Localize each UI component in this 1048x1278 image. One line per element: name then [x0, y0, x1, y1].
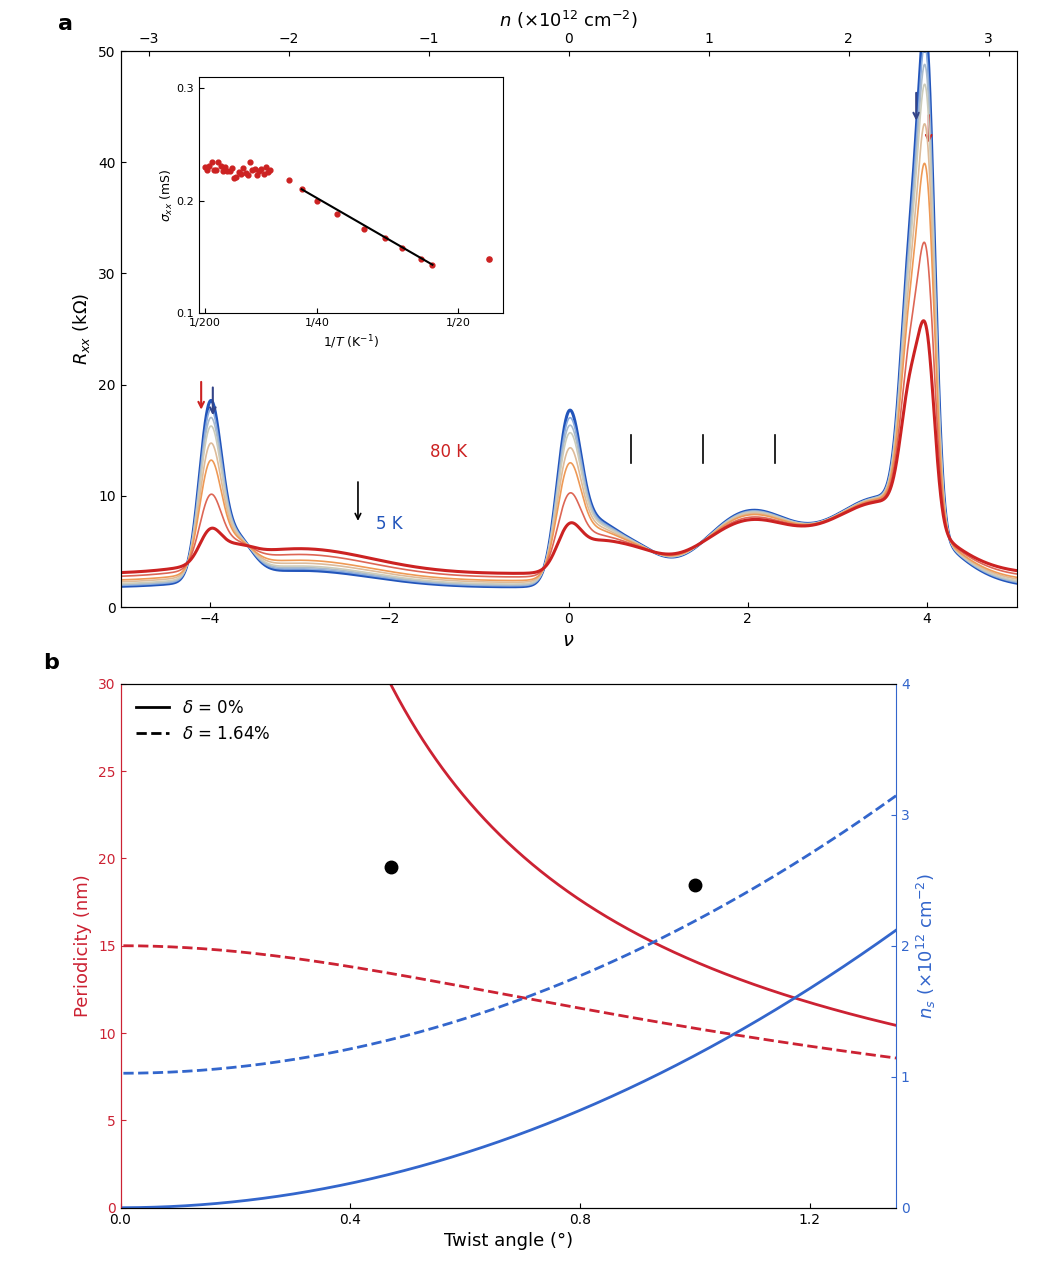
- Point: [293, 179, 310, 199]
- Point: [481, 249, 498, 270]
- Point: [242, 152, 259, 173]
- Point: [223, 157, 240, 178]
- Point: [244, 160, 261, 180]
- X-axis label: $\nu$: $\nu$: [563, 631, 574, 651]
- Point: [231, 161, 247, 181]
- Point: [239, 165, 256, 185]
- Point: [219, 161, 236, 181]
- Point: [248, 165, 265, 185]
- Legend: $\delta$ = 0%, $\delta$ = 1.64%: $\delta$ = 0%, $\delta$ = 1.64%: [129, 693, 278, 750]
- Point: [544, 266, 561, 286]
- Text: a: a: [58, 14, 72, 35]
- Point: [215, 161, 232, 181]
- Point: [208, 160, 224, 180]
- Point: [212, 156, 228, 176]
- Point: [246, 158, 263, 179]
- Y-axis label: Periodicity (nm): Periodicity (nm): [74, 874, 92, 1017]
- Point: [376, 227, 393, 248]
- Point: [196, 156, 213, 176]
- Point: [393, 238, 410, 258]
- Text: b: b: [43, 653, 59, 674]
- Point: [210, 152, 226, 173]
- Point: [250, 161, 267, 181]
- Point: [235, 157, 252, 178]
- Point: [309, 190, 326, 211]
- Text: 5 K: 5 K: [376, 515, 402, 533]
- Y-axis label: $R_{xx}$ (k$\Omega$): $R_{xx}$ (k$\Omega$): [71, 293, 92, 366]
- Point: [329, 203, 346, 224]
- X-axis label: $1/T$ (K$^{-1}$): $1/T$ (K$^{-1}$): [323, 334, 379, 351]
- Point: [199, 160, 216, 180]
- Text: 80 K: 80 K: [430, 443, 466, 461]
- Y-axis label: $n_s$ ($\times10^{12}$ cm$^{-2}$): $n_s$ ($\times10^{12}$ cm$^{-2}$): [915, 873, 938, 1019]
- Point: [356, 219, 373, 239]
- X-axis label: $n$ ($\times10^{12}$ cm$^{-2}$): $n$ ($\times10^{12}$ cm$^{-2}$): [499, 9, 638, 31]
- Point: [413, 249, 430, 270]
- Point: [424, 254, 441, 275]
- X-axis label: Twist angle (°): Twist angle (°): [443, 1232, 573, 1250]
- Point: [203, 152, 220, 173]
- Point: [253, 158, 269, 179]
- Point: [237, 162, 254, 183]
- Point: [262, 160, 279, 180]
- Point: [233, 164, 249, 184]
- Point: [258, 157, 275, 178]
- Point: [281, 170, 298, 190]
- Point: [225, 167, 242, 188]
- Point: [201, 156, 218, 176]
- Point: [221, 161, 238, 181]
- Point: [217, 156, 234, 176]
- Point: [260, 161, 277, 181]
- Y-axis label: $\sigma_{xx}$ (mS): $\sigma_{xx}$ (mS): [159, 169, 175, 221]
- Point: [228, 166, 245, 187]
- Point: [256, 164, 272, 184]
- Point: [205, 160, 222, 180]
